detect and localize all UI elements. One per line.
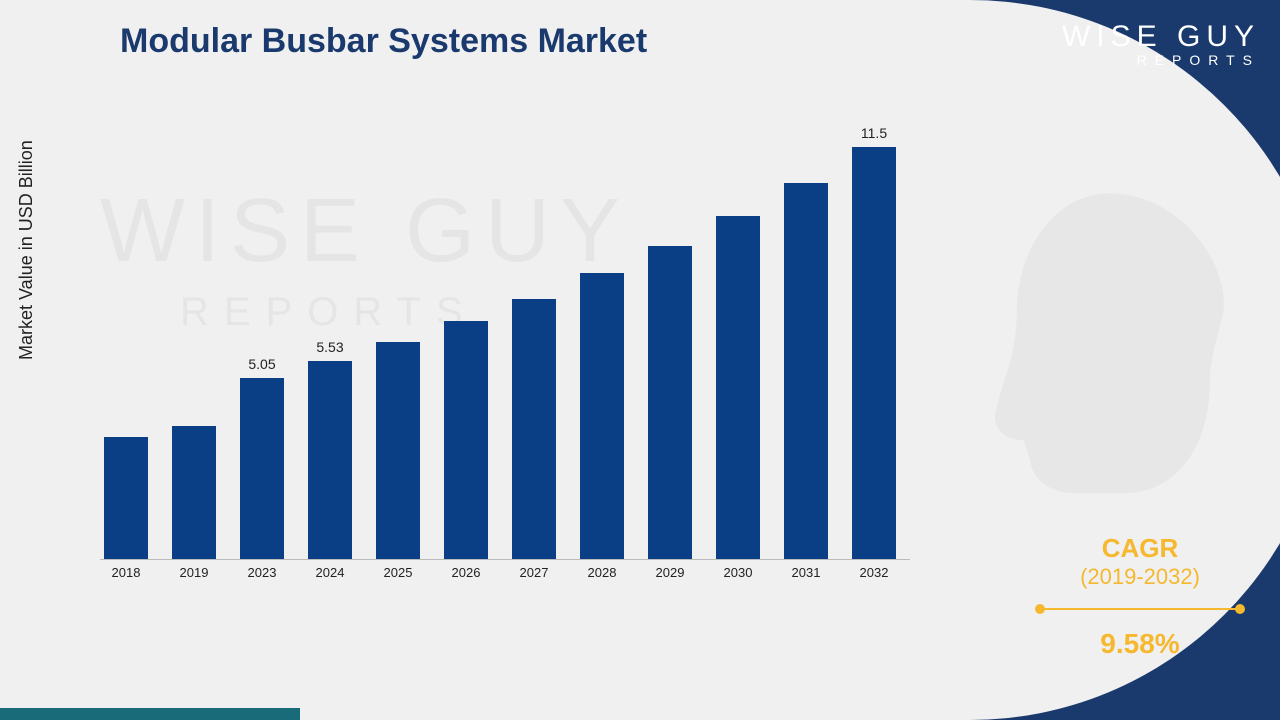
cagr-block: CAGR (2019-2032) 9.58%	[1040, 533, 1240, 660]
bar	[104, 437, 148, 559]
bar	[716, 216, 760, 559]
logo-sub-text: REPORTS	[1062, 52, 1260, 68]
x-axis-tick: 2019	[180, 565, 209, 580]
x-axis-tick: 2025	[384, 565, 413, 580]
bar	[784, 183, 828, 559]
bar	[444, 321, 488, 559]
cagr-divider-line	[1040, 608, 1240, 610]
bar	[648, 246, 692, 559]
x-axis-tick: 2018	[112, 565, 141, 580]
footer-accent-bar	[0, 708, 300, 720]
bar	[580, 273, 624, 559]
y-axis-label: Market Value in USD Billion	[16, 140, 37, 360]
x-axis-tick: 2031	[792, 565, 821, 580]
x-axis-tick: 2027	[520, 565, 549, 580]
bar-value-label: 11.5	[861, 125, 887, 141]
bar	[308, 361, 352, 559]
x-axis-tick: 2028	[588, 565, 617, 580]
chart-title: Modular Busbar Systems Market	[120, 22, 647, 61]
report-container: Modular Busbar Systems Market WISE GUY R…	[0, 0, 1280, 720]
x-axis-tick: 2032	[860, 565, 889, 580]
x-axis-tick: 2026	[452, 565, 481, 580]
bar	[376, 342, 420, 559]
x-axis-tick: 2029	[656, 565, 685, 580]
cagr-value: 9.58%	[1040, 628, 1240, 660]
cagr-title: CAGR	[1040, 533, 1240, 564]
head-silhouette-icon	[970, 180, 1250, 500]
bar	[172, 426, 216, 559]
bar	[240, 378, 284, 559]
bar	[512, 299, 556, 560]
brand-logo: WISE GUY REPORTS	[1062, 20, 1260, 68]
cagr-range: (2019-2032)	[1040, 564, 1240, 590]
x-axis-tick: 2024	[316, 565, 345, 580]
chart-area: 2018 2019 5.05 2023 5.53 2024 2025 2026 2027 2028…	[50, 130, 910, 600]
bar-value-label: 5.05	[248, 356, 275, 372]
logo-main-text: WISE GUY	[1062, 20, 1260, 54]
bar-value-label: 5.53	[316, 339, 343, 355]
bar	[852, 147, 896, 559]
plot-area: 201820195.0520235.5320242025202620272028…	[100, 130, 910, 560]
x-axis-tick: 2030	[724, 565, 753, 580]
x-axis-tick: 2023	[248, 565, 277, 580]
